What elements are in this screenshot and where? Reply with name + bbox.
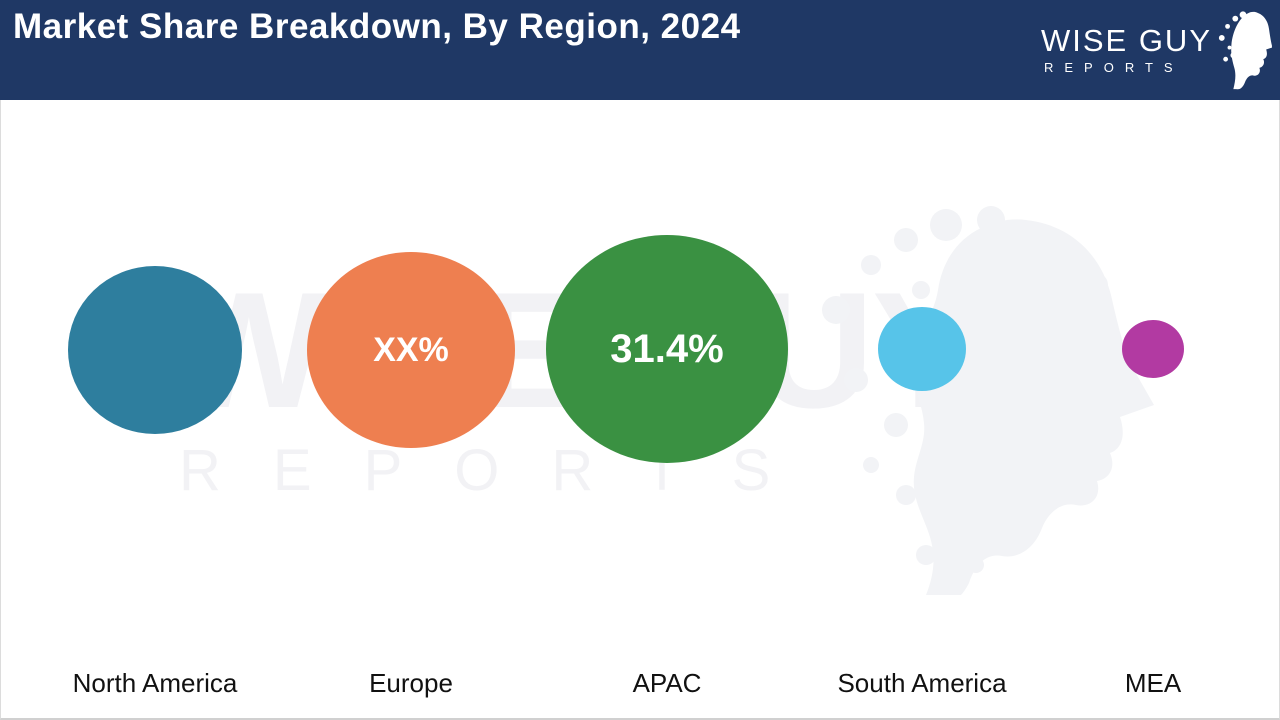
category-label-europe: Europe (369, 668, 453, 698)
category-label-south-america: South America (837, 668, 1007, 698)
bubble-europe: XX% (307, 252, 515, 448)
chart-area: WISE GUY REPORTS XX%31.4% North AmericaE… (0, 100, 1280, 720)
logo-wordmark-line1: WISE GUY (1040, 23, 1212, 59)
category-label-north-america: North America (72, 668, 238, 698)
logo-wordmark-line2: REPORTS (1043, 59, 1184, 75)
bubble-south-america (878, 307, 966, 391)
watermark-subtext: REPORTS (179, 438, 823, 503)
page-title: Market Share Breakdown, By Region, 2024 (13, 7, 741, 46)
logo-wordmark: WISE GUY REPORTS (1041, 25, 1212, 75)
category-label-mea: MEA (1124, 668, 1182, 698)
watermark-face-icon (822, 206, 1154, 595)
header-bar: Market Share Breakdown, By Region, 2024 … (0, 0, 1280, 100)
bubble-north-america (68, 266, 242, 434)
bubble-mea (1122, 320, 1184, 378)
bubble-value-label: 31.4% (610, 326, 724, 371)
bubble-value-label: XX% (373, 330, 449, 369)
bubble-apac: 31.4% (546, 235, 788, 463)
wise-guy-logo: WISE GUY REPORTS (1041, 6, 1272, 94)
logo-face-icon (1218, 11, 1272, 90)
category-label-apac: APAC (632, 668, 702, 698)
